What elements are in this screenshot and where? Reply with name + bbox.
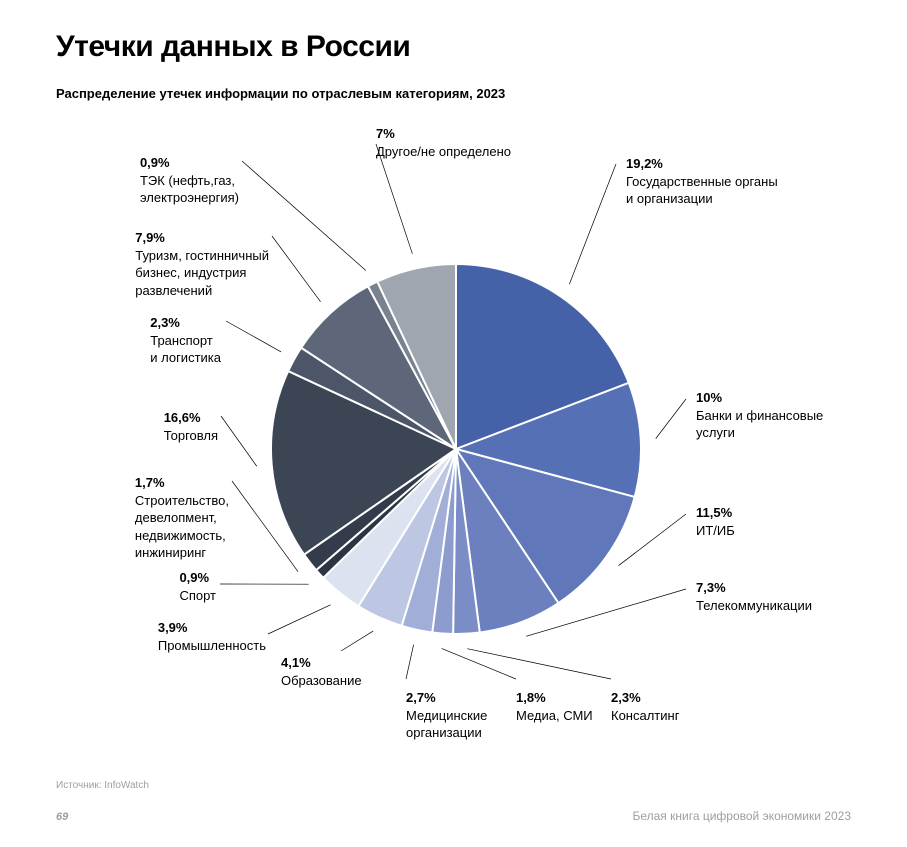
page-footer: 69 Белая книга цифровой экономики 2023 [56,809,851,823]
leader-line [221,416,257,466]
pie-label-percent: 7,3% [696,579,812,597]
leader-line [442,648,516,679]
pie-label-name: ТЭК (нефть,газ,электроэнергия) [140,172,239,207]
pie-label-percent: 4,1% [281,654,362,672]
pie-label: 11,5%ИТ/ИБ [696,504,735,539]
pie-label-name: Медиа, СМИ [516,707,593,725]
pie-chart-container: 19,2%Государственные органыи организации… [56,119,851,759]
pie-label-percent: 1,7% [135,474,229,492]
pie-label-percent: 2,7% [406,689,487,707]
pie-label-name: Туризм, гостинничныйбизнес, индустрияраз… [135,247,269,300]
pie-label: 1,7%Строительство,девелопмент,недвижимос… [135,474,229,562]
pie-label-percent: 0,9% [140,154,239,172]
pie-label-name: Медицинскиеорганизации [406,707,487,742]
leader-line [226,321,281,352]
pie-label-name: Телекоммуникации [696,597,812,615]
pie-label-percent: 0,9% [179,569,216,587]
pie-label: 7,3%Телекоммуникации [696,579,812,614]
source-note: Источник: InfoWatch [56,780,149,791]
pie-slices [271,264,641,634]
leader-line [618,514,686,566]
pie-label: 16,6%Торговля [164,409,218,444]
pie-label-percent: 11,5% [696,504,735,522]
book-title: Белая книга цифровой экономики 2023 [632,809,851,823]
pie-label: 7,9%Туризм, гостинничныйбизнес, индустри… [135,229,269,299]
leader-line [341,631,373,651]
pie-label: 3,9%Промышленность [158,619,266,654]
page-title: Утечки данных в России [56,30,851,64]
pie-label: 4,1%Образование [281,654,362,689]
pie-label: 2,3%Транспорти логистика [150,314,221,367]
pie-label-name: Образование [281,672,362,690]
pie-label-name: Другое/не определено [376,143,511,161]
page-number: 69 [56,811,68,823]
pie-label-name: Банки и финансовыеуслуги [696,407,823,442]
pie-label-percent: 2,3% [611,689,679,707]
pie-label: 0,9%ТЭК (нефть,газ,электроэнергия) [140,154,239,207]
leader-line [569,164,616,284]
pie-label: 19,2%Государственные органыи организации [626,155,778,208]
leader-line [467,649,611,679]
pie-label: 7%Другое/не определено [376,125,511,160]
pie-label-name: Транспорти логистика [150,332,221,367]
pie-label-percent: 16,6% [164,409,218,427]
pie-label-percent: 2,3% [150,314,221,332]
pie-label-percent: 7,9% [135,229,269,247]
pie-label-percent: 10% [696,389,823,407]
pie-label-percent: 19,2% [626,155,778,173]
pie-label: 0,9%Спорт [179,569,216,604]
leader-line [406,644,414,679]
pie-label-name: ИТ/ИБ [696,522,735,540]
pie-label-percent: 7% [376,125,511,143]
pie-label-name: Консалтинг [611,707,679,725]
pie-label-name: Торговля [164,427,218,445]
leader-line [656,399,686,439]
pie-label: 10%Банки и финансовыеуслуги [696,389,823,442]
leader-line [268,605,331,634]
pie-label: 2,7%Медицинскиеорганизации [406,689,487,742]
pie-label: 1,8%Медиа, СМИ [516,689,593,724]
pie-label-name: Промышленность [158,637,266,655]
pie-label: 2,3%Консалтинг [611,689,679,724]
pie-label-name: Строительство,девелопмент,недвижимость,и… [135,492,229,562]
leader-line [376,144,412,254]
pie-label-percent: 3,9% [158,619,266,637]
pie-label-name: Государственные органыи организации [626,173,778,208]
pie-label-name: Спорт [179,587,216,605]
pie-label-percent: 1,8% [516,689,593,707]
chart-subtitle: Распределение утечек информации по отрас… [56,86,851,101]
leader-line [272,236,321,302]
